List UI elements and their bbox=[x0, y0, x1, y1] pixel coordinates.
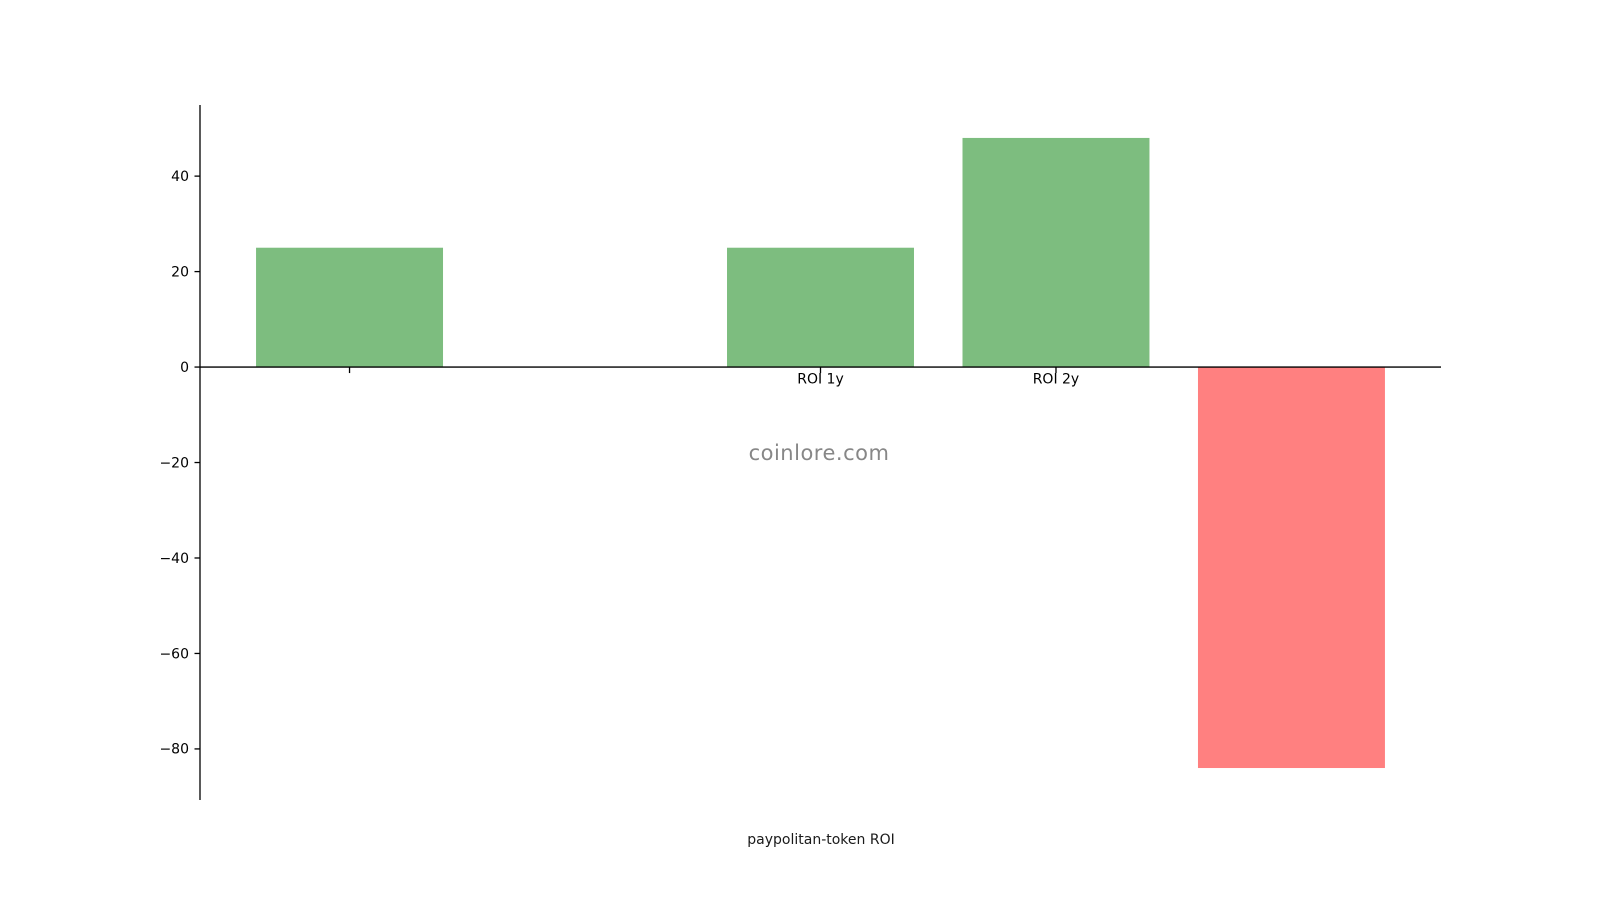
y-tick-label: −60 bbox=[159, 646, 189, 662]
y-tick-label: 40 bbox=[171, 169, 189, 185]
y-tick-label: −40 bbox=[159, 551, 189, 567]
x-tick-label: ROI 2y bbox=[1033, 372, 1080, 388]
coinlore-watermark: coinlore.com bbox=[748, 441, 890, 465]
y-tick-label: 20 bbox=[171, 264, 189, 280]
chart-title: paypolitan-token ROI bbox=[747, 832, 895, 848]
x-tick-label: ROI 1y bbox=[797, 372, 844, 388]
y-tick-label: 0 bbox=[180, 360, 189, 376]
negative-roi-bar bbox=[1197, 367, 1385, 769]
y-tick-label: −20 bbox=[159, 455, 189, 471]
positive-roi-bar bbox=[727, 247, 914, 368]
positive-roi-bar bbox=[962, 137, 1150, 368]
positive-roi-bar bbox=[256, 247, 444, 368]
y-tick-label: −80 bbox=[159, 742, 189, 758]
